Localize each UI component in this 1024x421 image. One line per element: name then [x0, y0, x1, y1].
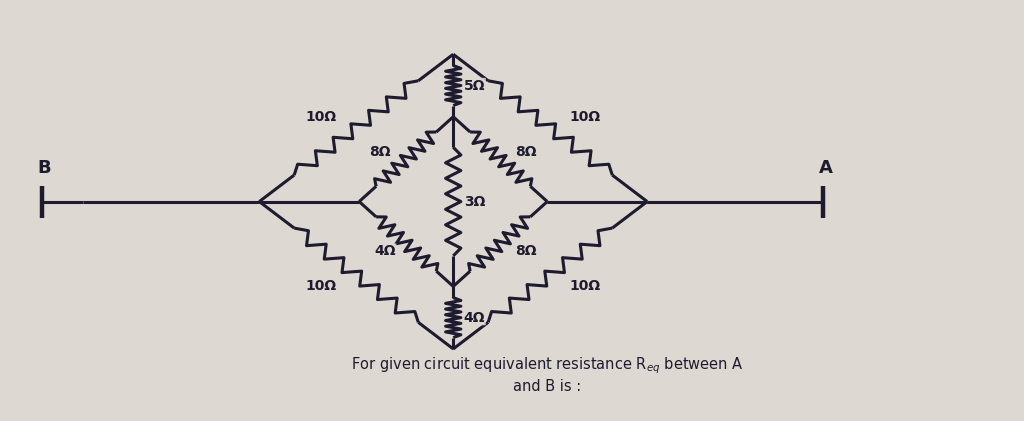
- Text: 8Ω: 8Ω: [515, 244, 537, 258]
- Text: 5Ω: 5Ω: [464, 78, 485, 93]
- Text: B: B: [37, 160, 51, 178]
- Text: 10Ω: 10Ω: [570, 279, 601, 293]
- Text: 10Ω: 10Ω: [305, 279, 337, 293]
- Text: 4Ω: 4Ω: [464, 311, 485, 325]
- Text: For given circuit equivalent resistance R$_{eq}$ between A
and B is :: For given circuit equivalent resistance …: [351, 355, 743, 394]
- Text: A: A: [819, 160, 833, 178]
- Text: 4Ω: 4Ω: [375, 244, 396, 258]
- Text: 10Ω: 10Ω: [305, 110, 337, 124]
- Text: 8Ω: 8Ω: [370, 145, 391, 159]
- Text: 10Ω: 10Ω: [570, 110, 601, 124]
- Text: 3Ω: 3Ω: [464, 195, 485, 208]
- Text: 8Ω: 8Ω: [515, 145, 537, 159]
